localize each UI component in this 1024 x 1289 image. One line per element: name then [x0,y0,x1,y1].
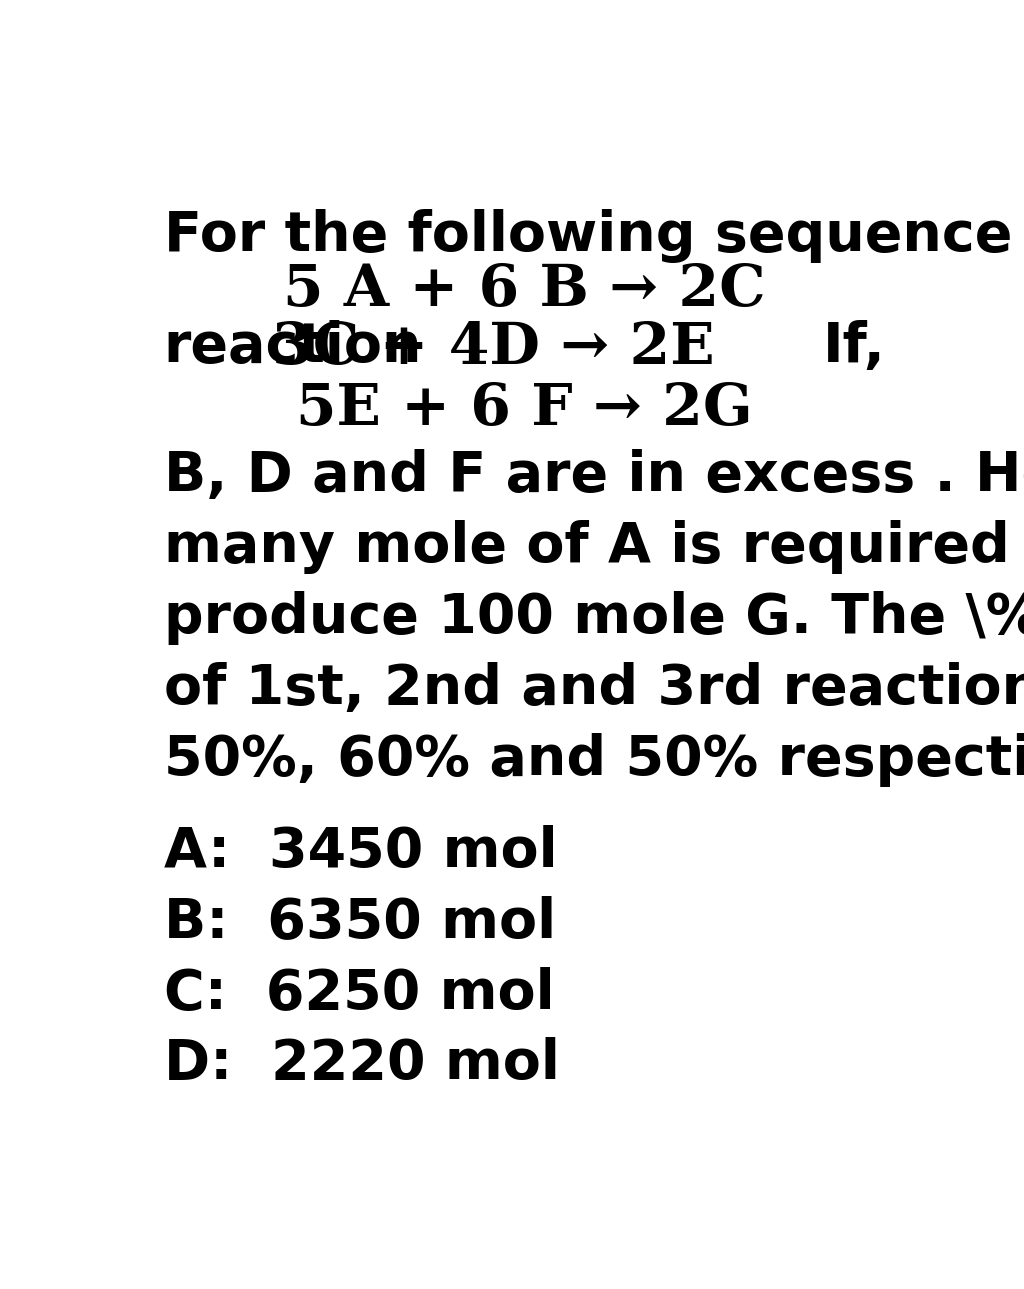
Text: A:  3450 mol: A: 3450 mol [164,825,557,879]
Text: B:  6350 mol: B: 6350 mol [164,895,556,949]
Text: 3C + 4D → 2E: 3C + 4D → 2E [271,321,715,376]
Text: B, D and F are in excess . How: B, D and F are in excess . How [164,450,1024,504]
Text: reaction: reaction [164,321,422,374]
Text: of 1st, 2nd and 3rd reaction are: of 1st, 2nd and 3rd reaction are [164,661,1024,715]
Text: For the following sequence of: For the following sequence of [164,209,1024,263]
Text: D:  2220 mol: D: 2220 mol [164,1038,559,1090]
Text: If,: If, [823,321,886,374]
Text: 5 A + 6 B → 2C: 5 A + 6 B → 2C [284,262,766,318]
Text: C:  6250 mol: C: 6250 mol [164,967,554,1021]
Text: 50%, 60% and 50% respectively.: 50%, 60% and 50% respectively. [164,733,1024,788]
Text: produce 100 mole G. The \% yield: produce 100 mole G. The \% yield [164,592,1024,646]
Text: many mole of A is required to: many mole of A is required to [164,519,1024,574]
Text: 5E + 6 F → 2G: 5E + 6 F → 2G [296,382,754,437]
